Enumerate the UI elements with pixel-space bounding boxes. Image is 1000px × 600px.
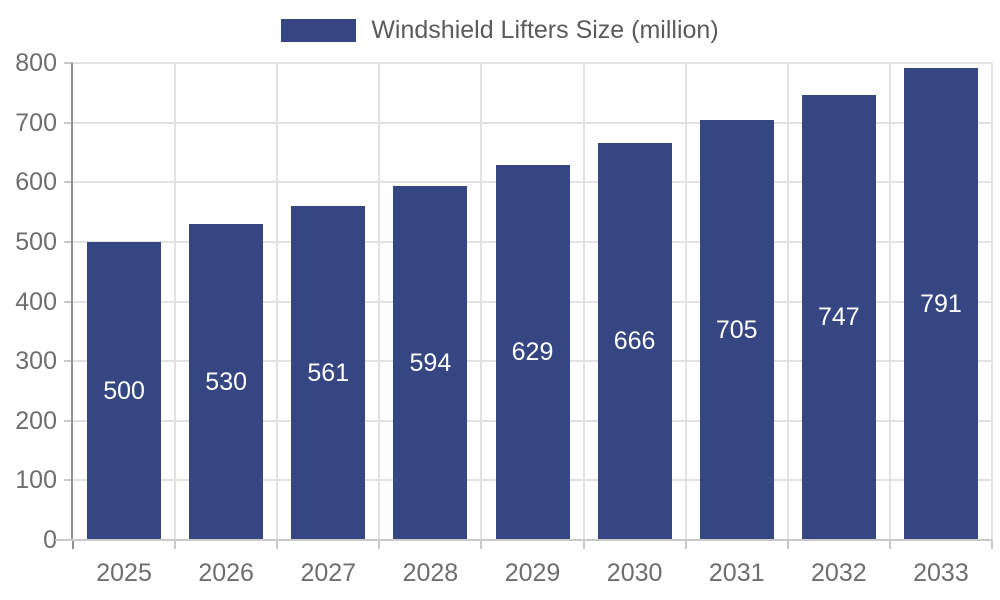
bar[interactable]: 500 xyxy=(87,241,162,540)
y-axis-tick xyxy=(64,479,73,482)
x-axis-tick xyxy=(276,540,279,549)
y-axis-line xyxy=(71,63,73,540)
y-axis-label: 200 xyxy=(15,406,57,435)
y-axis-label: 300 xyxy=(15,347,57,376)
y-axis-tick xyxy=(64,121,73,124)
bar-value-label: 594 xyxy=(409,348,452,377)
x-axis-label: 2026 xyxy=(198,559,254,587)
x-axis-label: 2028 xyxy=(402,559,459,587)
x-axis-label: 2033 xyxy=(913,559,969,587)
x-axis-tick xyxy=(174,540,177,549)
x-gridline xyxy=(480,63,483,540)
y-axis-label: 500 xyxy=(15,227,57,256)
x-axis-tick xyxy=(684,540,687,549)
bar-value-label: 747 xyxy=(817,303,860,332)
x-gridline xyxy=(684,63,687,540)
y-axis-label: 400 xyxy=(15,287,57,316)
plot-area: 500 530 561 594 629 666 705 747 791 xyxy=(73,62,993,540)
bar[interactable]: 666 xyxy=(597,142,672,540)
x-axis-tick xyxy=(72,540,74,549)
bar-value-label: 561 xyxy=(307,358,350,387)
x-axis-tick xyxy=(378,540,381,549)
x-axis-label: 2025 xyxy=(96,559,152,587)
x-gridline xyxy=(582,63,585,540)
y-axis-tick xyxy=(64,419,73,422)
y-axis-label: 700 xyxy=(15,108,57,137)
bar[interactable]: 705 xyxy=(699,119,774,540)
bar-value-label: 629 xyxy=(511,338,554,367)
y-axis-label: 100 xyxy=(15,466,57,495)
y-axis-tick xyxy=(64,181,73,184)
x-gridline xyxy=(276,63,279,540)
x-axis-label: 2027 xyxy=(300,559,357,587)
x-gridline xyxy=(991,63,993,540)
x-gridline xyxy=(174,63,177,540)
bar-value-label: 791 xyxy=(920,290,962,319)
x-gridline xyxy=(786,63,789,540)
y-axis-label: 800 xyxy=(15,49,57,77)
legend-item[interactable]: Windshield Lifters Size (million) xyxy=(0,16,1000,44)
y-gridline xyxy=(73,121,992,124)
x-axis-tick xyxy=(480,540,483,549)
y-gridline xyxy=(73,62,992,64)
y-axis-label: 0 xyxy=(43,526,57,554)
bar-value-label: 530 xyxy=(205,368,248,396)
y-axis-tick xyxy=(64,240,73,243)
bar[interactable]: 791 xyxy=(903,68,978,540)
y-axis-tick xyxy=(64,360,73,363)
bar-value-label: 705 xyxy=(715,315,758,344)
bar[interactable]: 747 xyxy=(801,94,876,540)
bar[interactable]: 594 xyxy=(393,185,468,540)
x-gridline xyxy=(888,63,891,540)
x-gridline xyxy=(378,63,381,540)
x-axis-label: 2029 xyxy=(504,559,561,587)
bar[interactable]: 561 xyxy=(291,205,366,540)
x-axis-tick xyxy=(582,540,585,549)
legend-swatch-icon xyxy=(281,18,357,42)
y-axis-tick xyxy=(64,300,73,303)
bar-value-label: 500 xyxy=(103,376,145,405)
legend-label: Windshield Lifters Size (million) xyxy=(371,16,719,44)
x-axis-line xyxy=(55,539,992,541)
y-axis-tick xyxy=(64,62,73,64)
x-axis-label: 2030 xyxy=(606,559,663,587)
bar-value-label: 666 xyxy=(613,327,656,356)
bar[interactable]: 629 xyxy=(495,164,570,540)
x-axis-label: 2031 xyxy=(708,559,765,587)
x-axis-tick xyxy=(786,540,789,549)
x-axis-tick xyxy=(888,540,891,549)
y-axis-label: 600 xyxy=(15,168,57,197)
x-axis-tick xyxy=(991,540,993,549)
bar[interactable]: 530 xyxy=(189,224,264,540)
x-axis-label: 2032 xyxy=(811,559,867,587)
